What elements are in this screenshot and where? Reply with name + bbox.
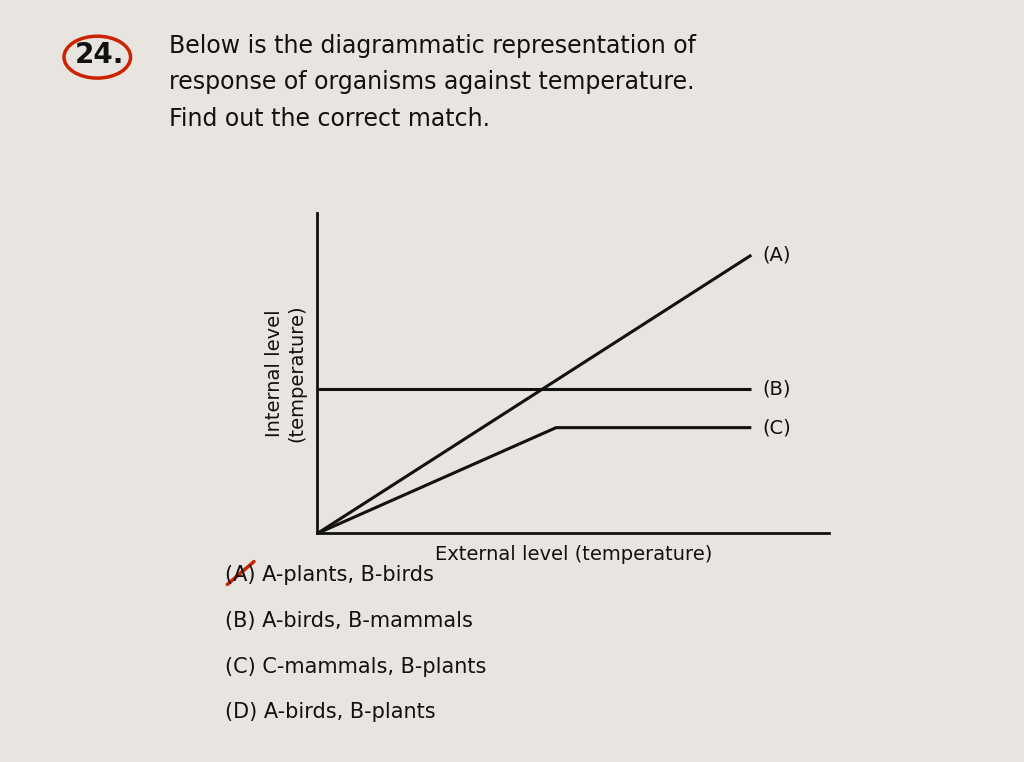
Text: (A) A-plants, B-birds: (A) A-plants, B-birds [225, 565, 434, 585]
Text: (B): (B) [762, 379, 791, 399]
Y-axis label: Internal level
(temperature): Internal level (temperature) [265, 305, 306, 442]
Text: (C) C-mammals, B-plants: (C) C-mammals, B-plants [225, 657, 486, 677]
Text: (D) A-birds, B-plants: (D) A-birds, B-plants [225, 703, 436, 722]
Text: response of organisms against temperature.: response of organisms against temperatur… [169, 70, 694, 94]
Text: Below is the diagrammatic representation of: Below is the diagrammatic representation… [169, 34, 696, 58]
X-axis label: External level (temperature): External level (temperature) [435, 545, 712, 564]
Text: Find out the correct match.: Find out the correct match. [169, 107, 489, 131]
Text: (A): (A) [762, 245, 791, 264]
Text: (B) A-birds, B-mammals: (B) A-birds, B-mammals [225, 611, 473, 631]
Text: 24.: 24. [75, 41, 124, 69]
Text: (C): (C) [762, 418, 791, 437]
